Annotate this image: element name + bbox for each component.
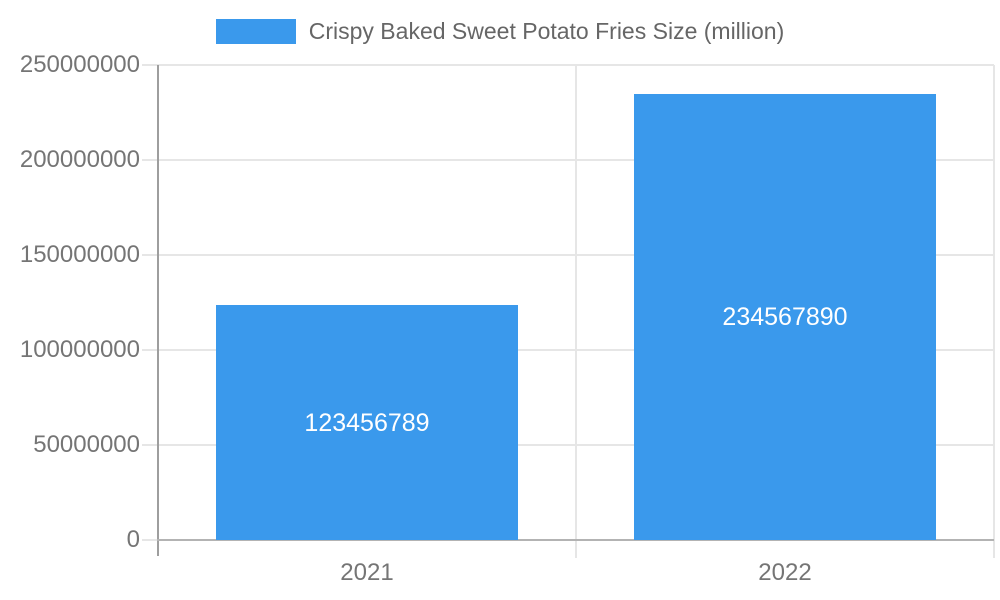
- y-gridline: [142, 349, 994, 351]
- y-axis-line: [157, 65, 159, 556]
- y-axis-tick-label: 100000000: [19, 336, 140, 363]
- bar-2021[interactable]: [216, 305, 518, 540]
- x-axis-tick-label: 2021: [340, 559, 394, 586]
- bar-2022[interactable]: [634, 94, 936, 540]
- y-axis-tick-label: 50000000: [33, 431, 140, 458]
- legend-swatch: [215, 19, 296, 44]
- y-axis-tick-label: 0: [126, 526, 140, 553]
- legend[interactable]: Crispy Baked Sweet Potato Fries Size (mi…: [0, 18, 1000, 45]
- legend-label: Crispy Baked Sweet Potato Fries Size (mi…: [308, 18, 785, 44]
- x-axis-tick-label: 2022: [758, 559, 812, 586]
- y-axis-tick-label: 250000000: [19, 51, 140, 78]
- y-axis-tick-label: 200000000: [19, 146, 140, 173]
- y-gridline: [142, 159, 994, 161]
- category-boundary-gridline: [575, 65, 577, 558]
- y-gridline: [142, 254, 994, 256]
- y-axis-tick-label: 150000000: [19, 241, 140, 268]
- y-gridline: [142, 444, 994, 446]
- x-axis-line: [157, 539, 994, 541]
- y-gridline: [142, 64, 994, 66]
- category-boundary-gridline: [993, 65, 995, 558]
